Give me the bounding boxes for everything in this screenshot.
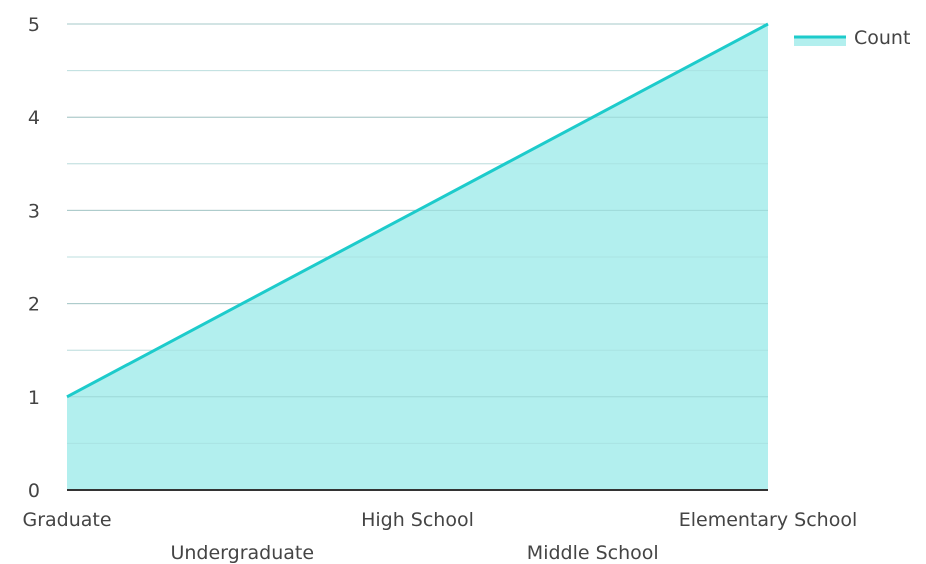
plot-area: [66, 22, 769, 491]
y-tick-label: 4: [28, 107, 40, 129]
x-tick-label: Undergraduate: [170, 542, 314, 564]
legend: Count: [794, 27, 910, 49]
y-tick-label: 0: [28, 480, 40, 502]
y-tick-label: 2: [28, 294, 40, 316]
legend-label-count: Count: [854, 27, 910, 49]
y-tick-label: 3: [28, 200, 40, 222]
x-tick-label: Elementary School: [679, 509, 857, 531]
legend-swatch-fill: [794, 37, 846, 46]
x-tick-label: Middle School: [527, 542, 659, 564]
x-tick-label: High School: [361, 509, 474, 531]
y-axis-ticks: 0 1 2 3 4 5: [28, 14, 40, 502]
x-axis-ticks: Graduate Undergraduate High School Middle S…: [22, 509, 857, 564]
y-tick-label: 5: [28, 14, 40, 36]
y-tick-label: 1: [28, 387, 40, 409]
x-tick-label: Graduate: [22, 509, 111, 531]
